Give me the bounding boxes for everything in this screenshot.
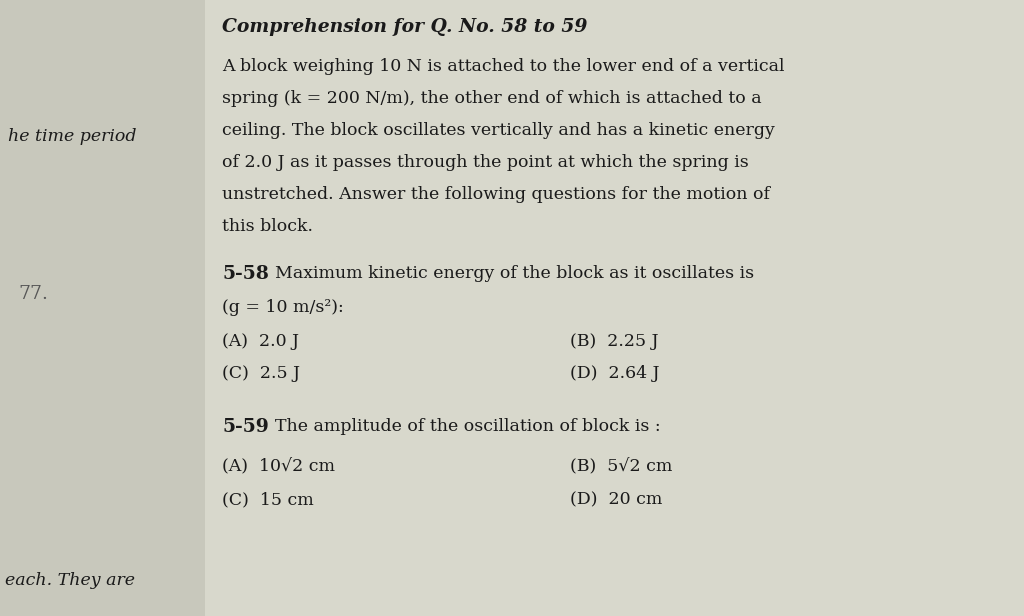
Text: he time period: he time period	[8, 128, 136, 145]
Text: (A)  10√2 cm: (A) 10√2 cm	[222, 458, 335, 475]
Text: The amplitude of the oscillation of block is :: The amplitude of the oscillation of bloc…	[264, 418, 660, 435]
Text: (A)  2.0 J: (A) 2.0 J	[222, 333, 299, 350]
Text: (g = 10 m/s²):: (g = 10 m/s²):	[222, 299, 344, 316]
Text: (B)  2.25 J: (B) 2.25 J	[570, 333, 658, 350]
Text: 5-59: 5-59	[222, 418, 268, 436]
Text: 5-58: 5-58	[222, 265, 269, 283]
Text: (C)  15 cm: (C) 15 cm	[222, 491, 313, 508]
Text: each. They are: each. They are	[5, 572, 135, 589]
Text: (B)  5√2 cm: (B) 5√2 cm	[570, 458, 673, 475]
Text: this block.: this block.	[222, 218, 313, 235]
Text: ceiling. The block oscillates vertically and has a kinetic energy: ceiling. The block oscillates vertically…	[222, 122, 775, 139]
Text: (D)  20 cm: (D) 20 cm	[570, 491, 663, 508]
Bar	[0, 0, 205, 616]
Text: (D)  2.64 J: (D) 2.64 J	[570, 365, 659, 382]
Text: Maximum kinetic energy of the block as it oscillates is: Maximum kinetic energy of the block as i…	[264, 265, 754, 282]
Text: of 2.0 J as it passes through the point at which the spring is: of 2.0 J as it passes through the point …	[222, 154, 749, 171]
Text: spring (k = 200 N/m), the other end of which is attached to a: spring (k = 200 N/m), the other end of w…	[222, 90, 762, 107]
Text: A block weighing 10 N is attached to the lower end of a vertical: A block weighing 10 N is attached to the…	[222, 58, 784, 75]
Text: Comprehension for Q. No. 58 to 59: Comprehension for Q. No. 58 to 59	[222, 18, 588, 36]
Text: unstretched. Answer the following questions for the motion of: unstretched. Answer the following questi…	[222, 186, 770, 203]
Text: 77.: 77.	[18, 285, 48, 303]
Text: (C)  2.5 J: (C) 2.5 J	[222, 365, 300, 382]
